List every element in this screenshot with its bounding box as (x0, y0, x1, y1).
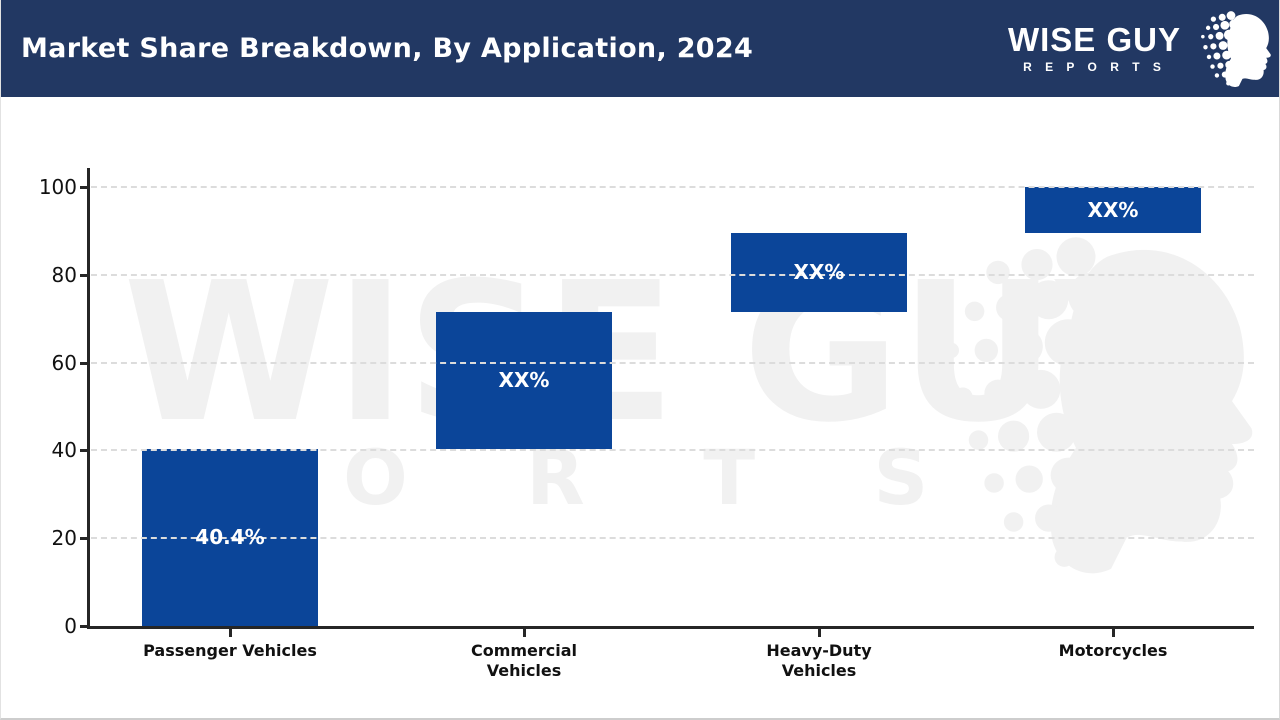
y-axis-tick (80, 537, 89, 541)
y-axis-tick (80, 186, 89, 189)
bar-value-label: XX% (793, 260, 845, 285)
category-label: Commercial Vehicles (470, 641, 578, 680)
y-axis-tick-label: 100 (38, 175, 77, 199)
x-axis-tick (523, 628, 526, 637)
watermark-head-icon (943, 237, 1253, 574)
category-label: Passenger Vehicles (143, 641, 317, 660)
y-axis-tick (80, 361, 89, 365)
gridline-80 (91, 273, 1254, 276)
category-label: Motorcycles (1058, 641, 1168, 660)
bar-2 (731, 232, 907, 312)
gridline-40 (91, 449, 1254, 452)
page-title: Market Share Breakdown, By Application, … (21, 33, 754, 64)
category-label: Heavy-Duty Vehicles (766, 641, 872, 680)
bar-value-label: XX% (1087, 197, 1139, 222)
y-axis-tick-label: 40 (51, 438, 77, 463)
gridline-60 (91, 361, 1254, 364)
wiseguy-logo: WISE GUY R E P O R T S (1008, 7, 1279, 91)
wiseguy-logo-text: WISE GUY R E P O R T S (1008, 23, 1181, 74)
chart-header: Market Share Breakdown, By Application, … (1, 0, 1279, 97)
x-axis-tick (1112, 628, 1115, 637)
bar-value-label: XX% (498, 368, 550, 393)
y-axis-tick (80, 273, 89, 277)
x-axis-tick (818, 628, 821, 637)
wiseguy-head-logo-icon (1201, 10, 1271, 87)
y-axis-line (87, 168, 90, 629)
y-axis-tick (80, 449, 89, 453)
bar-3 (1025, 187, 1201, 233)
x-axis-tick (229, 628, 232, 637)
y-axis-tick-label: 20 (51, 526, 77, 551)
gridline-20 (91, 537, 1254, 540)
logo-wordmark: WISE GUY (1007, 21, 1181, 58)
gridline-100 (91, 186, 1254, 188)
x-axis-line (87, 626, 1254, 629)
bar-value-label: 40.4% (195, 525, 265, 550)
logo-subtext: R E P O R T S (1023, 60, 1166, 74)
y-axis-tick-label: 0 (64, 614, 77, 638)
y-axis-tick-label: 60 (51, 350, 77, 375)
plot-area: 0 20 40 60 80 100 40.4% XX% XX% XX% Passenger Vehi… (1, 97, 1279, 718)
bar-1 (436, 311, 612, 449)
y-axis-tick-label: 80 (51, 262, 77, 287)
y-axis-tick (80, 625, 89, 628)
